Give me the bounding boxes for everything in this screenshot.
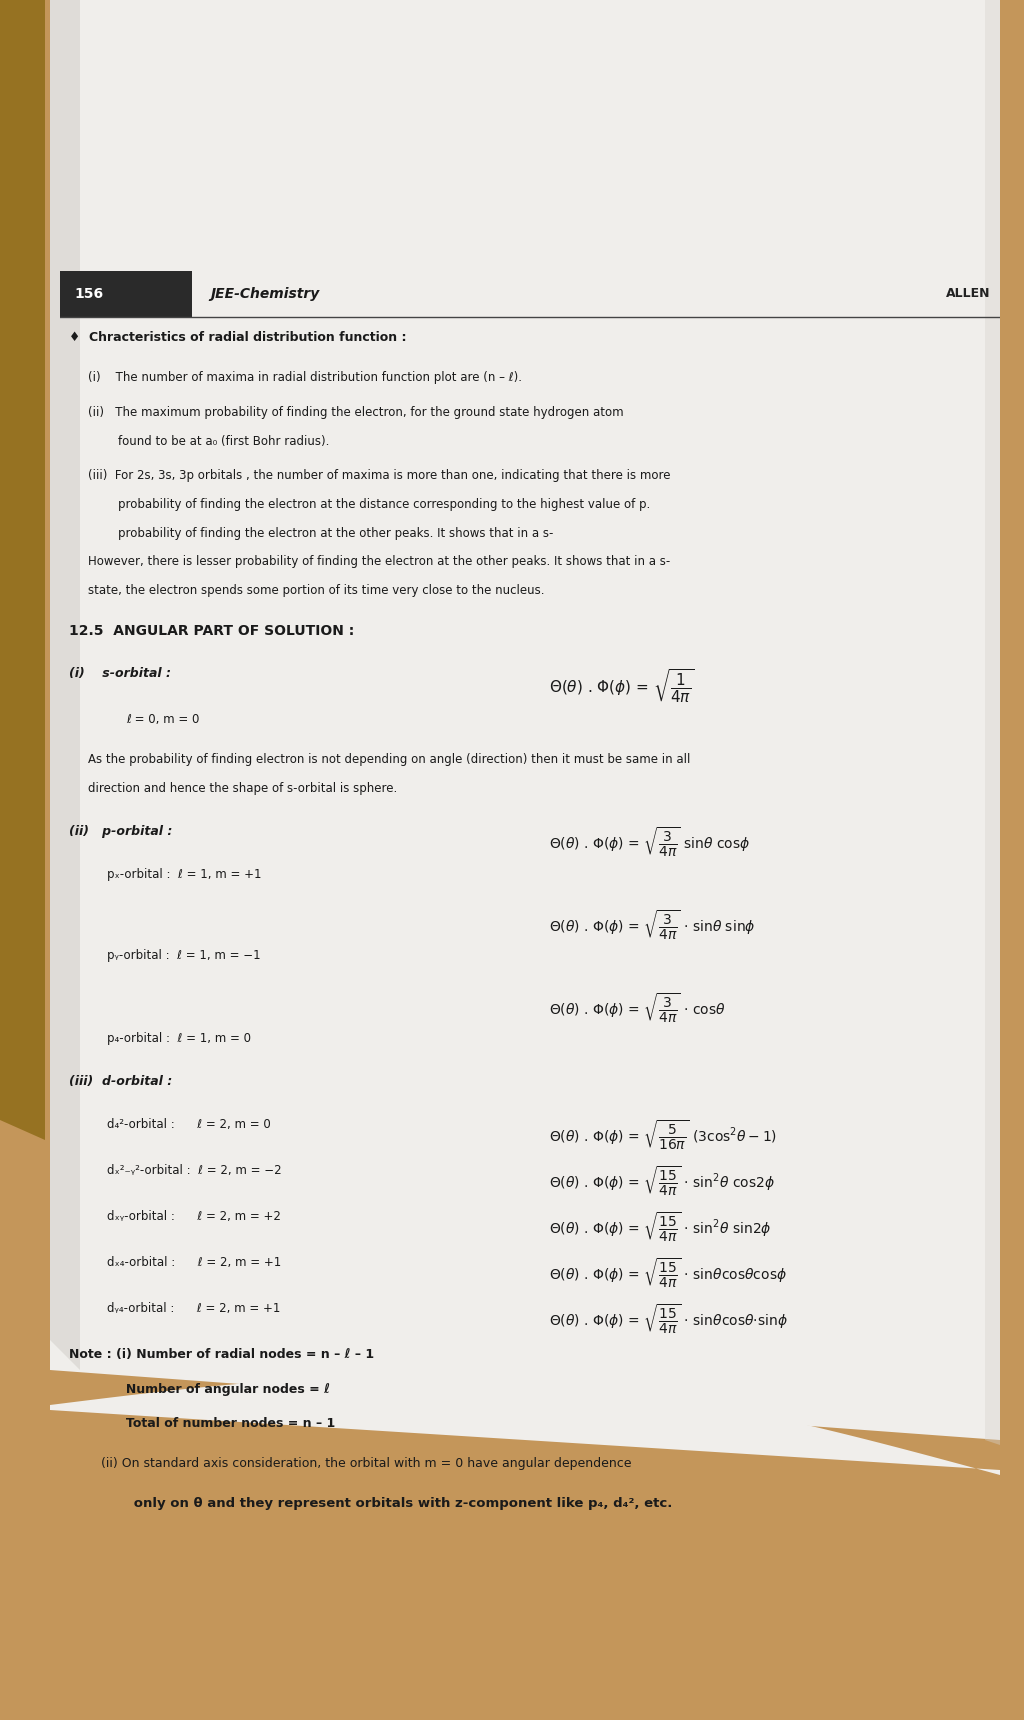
Text: As the probability of finding electron is not depending on angle (direction) the: As the probability of finding electron i… xyxy=(88,753,690,767)
Text: $\Theta(\theta)$ . $\Phi(\phi)$ = $\sqrt{\dfrac{5}{16\pi}}$ (3cos$^2\theta-$1): $\Theta(\theta)$ . $\Phi(\phi)$ = $\sqrt… xyxy=(549,1118,777,1152)
Text: Total of number nodes = n – 1: Total of number nodes = n – 1 xyxy=(70,1417,336,1429)
Text: $\Theta(\theta)$ . $\Phi(\phi)$ = $\sqrt{\dfrac{15}{4\pi}}$ $\cdot$ sin$\theta$c: $\Theta(\theta)$ . $\Phi(\phi)$ = $\sqrt… xyxy=(549,1302,787,1336)
Text: (i)    The number of maxima in radial distribution function plot are (n – ℓ).: (i) The number of maxima in radial distr… xyxy=(88,372,522,385)
Text: $\Theta(\theta)$ . $\Phi(\phi)$ = $\sqrt{\dfrac{1}{4\pi}}$: $\Theta(\theta)$ . $\Phi(\phi)$ = $\sqrt… xyxy=(549,667,695,705)
Text: $\Theta(\theta)$ . $\Phi(\phi)$ = $\sqrt{\dfrac{3}{4\pi}}$ sin$\theta$ cos$\phi$: $\Theta(\theta)$ . $\Phi(\phi)$ = $\sqrt… xyxy=(549,826,750,858)
Text: (i)    s-orbital :: (i) s-orbital : xyxy=(70,667,171,681)
Text: 12.5  ANGULAR PART OF SOLUTION :: 12.5 ANGULAR PART OF SOLUTION : xyxy=(70,624,354,638)
Text: (iii)  For 2s, 3s, 3p orbitals , the number of maxima is more than one, indicati: (iii) For 2s, 3s, 3p orbitals , the numb… xyxy=(88,470,671,482)
Text: $\Theta(\theta)$ . $\Phi(\phi)$ = $\sqrt{\dfrac{3}{4\pi}}$ $\cdot$ cos$\theta$: $\Theta(\theta)$ . $\Phi(\phi)$ = $\sqrt… xyxy=(549,992,726,1025)
Polygon shape xyxy=(0,0,45,1140)
Polygon shape xyxy=(50,0,1000,1440)
Polygon shape xyxy=(50,0,80,1371)
Text: $\Theta(\theta)$ . $\Phi(\phi)$ = $\sqrt{\dfrac{15}{4\pi}}$ $\cdot$ sin$^2\theta: $\Theta(\theta)$ . $\Phi(\phi)$ = $\sqrt… xyxy=(549,1164,775,1197)
Text: direction and hence the shape of s-orbital is sphere.: direction and hence the shape of s-orbit… xyxy=(88,783,397,795)
Text: dₓ₄-orbital :      ℓ = 2, m = +1: dₓ₄-orbital : ℓ = 2, m = +1 xyxy=(106,1256,282,1269)
Text: JEE-Chemistry: JEE-Chemistry xyxy=(210,287,319,301)
Text: d₄²-orbital :      ℓ = 2, m = 0: d₄²-orbital : ℓ = 2, m = 0 xyxy=(106,1118,270,1132)
Text: probability of finding the electron at the other peaks. It shows that in a s-: probability of finding the electron at t… xyxy=(88,526,554,540)
Text: ℓ = 0, m = 0: ℓ = 0, m = 0 xyxy=(126,714,200,726)
Text: (ii)   The maximum probability of finding the electron, for the ground state hyd: (ii) The maximum probability of finding … xyxy=(88,406,624,420)
Text: dₓ²₋ᵧ²-orbital :  ℓ = 2, m = −2: dₓ²₋ᵧ²-orbital : ℓ = 2, m = −2 xyxy=(106,1164,282,1176)
Text: $\Theta(\theta)$ . $\Phi(\phi)$ = $\sqrt{\dfrac{3}{4\pi}}$ $\cdot$ sin$\theta$ s: $\Theta(\theta)$ . $\Phi(\phi)$ = $\sqrt… xyxy=(549,908,756,943)
Text: dₓᵧ-orbital :      ℓ = 2, m = +2: dₓᵧ-orbital : ℓ = 2, m = +2 xyxy=(106,1211,281,1223)
FancyBboxPatch shape xyxy=(60,272,191,316)
Text: $\Theta(\theta)$ . $\Phi(\phi)$ = $\sqrt{\dfrac{15}{4\pi}}$ $\cdot$ sin$^2\theta: $\Theta(\theta)$ . $\Phi(\phi)$ = $\sqrt… xyxy=(549,1211,771,1244)
Text: $\Theta(\theta)$ . $\Phi(\phi)$ = $\sqrt{\dfrac{15}{4\pi}}$ $\cdot$ sin$\theta$c: $\Theta(\theta)$ . $\Phi(\phi)$ = $\sqrt… xyxy=(549,1256,786,1290)
Text: (ii)   p-orbital :: (ii) p-orbital : xyxy=(70,826,173,838)
Polygon shape xyxy=(985,0,1000,1445)
Text: dᵧ₄-orbital :      ℓ = 2, m = +1: dᵧ₄-orbital : ℓ = 2, m = +1 xyxy=(106,1302,281,1316)
Text: Number of angular nodes = ℓ: Number of angular nodes = ℓ xyxy=(70,1383,331,1395)
Polygon shape xyxy=(50,1371,1000,1476)
Text: found to be at a₀ (first Bohr radius).: found to be at a₀ (first Bohr radius). xyxy=(88,435,330,447)
Text: However, there is lesser probability of finding the electron at the other peaks.: However, there is lesser probability of … xyxy=(88,556,671,568)
Text: pᵧ-orbital :  ℓ = 1, m = −1: pᵧ-orbital : ℓ = 1, m = −1 xyxy=(106,949,261,961)
Text: (iii)  d-orbital :: (iii) d-orbital : xyxy=(70,1075,173,1089)
Text: 156: 156 xyxy=(74,287,103,301)
Text: ALLEN: ALLEN xyxy=(946,287,990,301)
Text: p₄-orbital :  ℓ = 1, m = 0: p₄-orbital : ℓ = 1, m = 0 xyxy=(106,1032,251,1046)
Text: only on θ and they represent orbitals with z-component like p₄, d₄², etc.: only on θ and they represent orbitals wi… xyxy=(70,1498,673,1510)
Text: ♦  Chracteristics of radial distribution function :: ♦ Chracteristics of radial distribution … xyxy=(70,332,407,344)
Text: Note : (i) Number of radial nodes = n – ℓ – 1: Note : (i) Number of radial nodes = n – … xyxy=(70,1348,375,1361)
Text: state, the electron spends some portion of its time very close to the nucleus.: state, the electron spends some portion … xyxy=(88,585,545,597)
Text: pₓ-orbital :  ℓ = 1, m = +1: pₓ-orbital : ℓ = 1, m = +1 xyxy=(106,869,261,881)
Text: (ii) On standard axis consideration, the orbital with m = 0 have angular depende: (ii) On standard axis consideration, the… xyxy=(70,1457,632,1471)
Text: probability of finding the electron at the distance corresponding to the highest: probability of finding the electron at t… xyxy=(88,497,650,511)
